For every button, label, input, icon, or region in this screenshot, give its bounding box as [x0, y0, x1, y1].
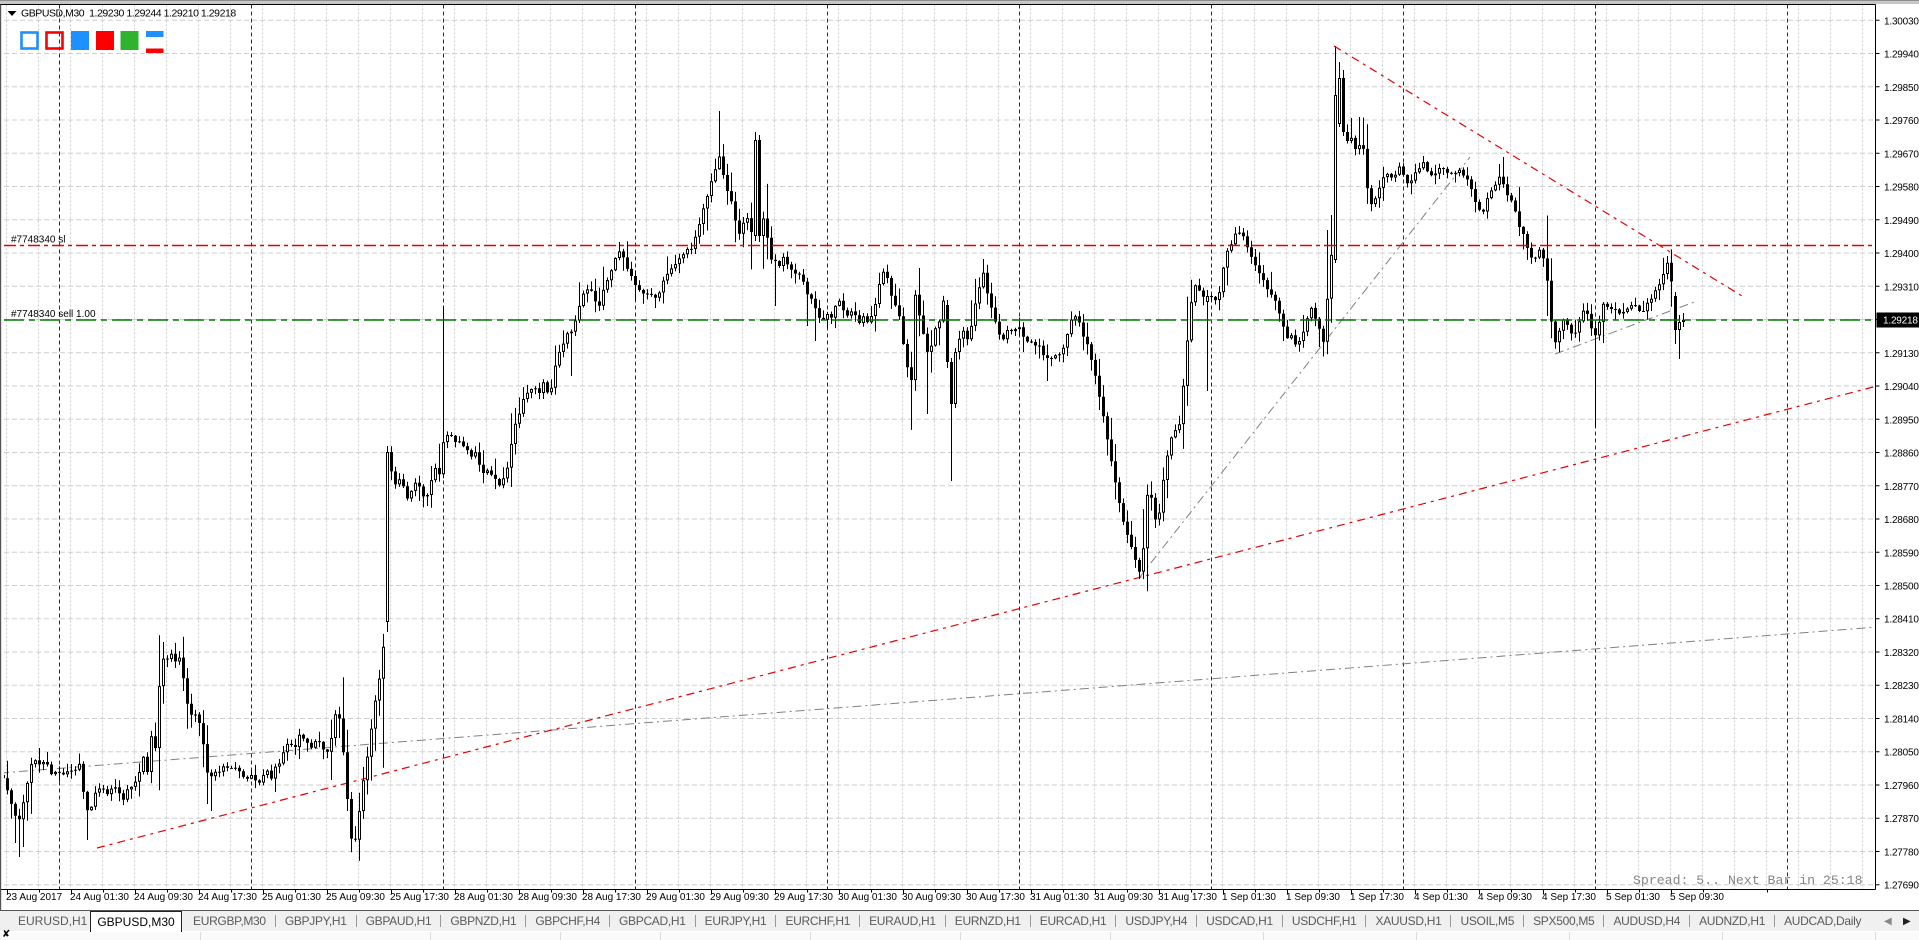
svg-text:1.29310: 1.29310: [1884, 282, 1919, 293]
svg-text:#7748340 sl: #7748340 sl: [11, 235, 66, 246]
svg-text:30 Aug 17:30: 30 Aug 17:30: [966, 892, 1025, 903]
svg-text:1.29940: 1.29940: [1884, 50, 1919, 61]
svg-text:GBPUSD,M30 1.29230 1.29244 1.: GBPUSD,M30 1.29230 1.29244 1.29210 1.292…: [21, 8, 236, 20]
svg-text:1.28680: 1.28680: [1884, 515, 1919, 526]
svg-text:1 Sep 17:30: 1 Sep 17:30: [1350, 892, 1404, 903]
svg-text:31 Aug 09:30: 31 Aug 09:30: [1094, 892, 1153, 903]
svg-text:29 Aug 17:30: 29 Aug 17:30: [774, 892, 833, 903]
svg-text:1.29490: 1.29490: [1884, 216, 1919, 227]
svg-text:1.28950: 1.28950: [1884, 415, 1919, 426]
svg-text:1.28590: 1.28590: [1884, 548, 1919, 559]
svg-text:1.28410: 1.28410: [1884, 615, 1919, 626]
svg-text:25 Aug 01:30: 25 Aug 01:30: [262, 892, 321, 903]
svg-text:1.28500: 1.28500: [1884, 582, 1919, 593]
svg-text:1.27780: 1.27780: [1884, 848, 1919, 859]
svg-text:30 Aug 09:30: 30 Aug 09:30: [902, 892, 961, 903]
svg-text:1.28860: 1.28860: [1884, 449, 1919, 460]
svg-text:1.28140: 1.28140: [1884, 715, 1919, 726]
svg-text:30 Aug 01:30: 30 Aug 01:30: [838, 892, 897, 903]
svg-text:1.28050: 1.28050: [1884, 748, 1919, 759]
svg-text:29 Aug 09:30: 29 Aug 09:30: [710, 892, 769, 903]
svg-text:24 Aug 01:30: 24 Aug 01:30: [70, 892, 129, 903]
svg-text:1.29218: 1.29218: [1883, 316, 1918, 327]
svg-text:1.29400: 1.29400: [1884, 249, 1919, 260]
svg-text:1.27870: 1.27870: [1884, 814, 1919, 825]
svg-text:#7748340 sell 1.00: #7748340 sell 1.00: [11, 309, 96, 320]
svg-text:1.30030: 1.30030: [1884, 16, 1919, 27]
svg-text:28 Aug 17:30: 28 Aug 17:30: [582, 892, 641, 903]
svg-text:28 Aug 01:30: 28 Aug 01:30: [454, 892, 513, 903]
svg-text:1.29670: 1.29670: [1884, 149, 1919, 160]
svg-text:24 Aug 17:30: 24 Aug 17:30: [198, 892, 257, 903]
svg-text:1.29040: 1.29040: [1884, 382, 1919, 393]
svg-text:25 Aug 09:30: 25 Aug 09:30: [326, 892, 385, 903]
svg-text:24 Aug 09:30: 24 Aug 09:30: [134, 892, 193, 903]
svg-text:4 Sep 09:30: 4 Sep 09:30: [1478, 892, 1532, 903]
svg-text:1.27960: 1.27960: [1884, 781, 1919, 792]
svg-text:1.29130: 1.29130: [1884, 349, 1919, 360]
svg-text:28 Aug 09:30: 28 Aug 09:30: [518, 892, 577, 903]
svg-text:5 Sep 09:30: 5 Sep 09:30: [1670, 892, 1724, 903]
svg-text:1 Sep 09:30: 1 Sep 09:30: [1286, 892, 1340, 903]
svg-text:5 Sep 01:30: 5 Sep 01:30: [1606, 892, 1660, 903]
svg-text:1.27690: 1.27690: [1884, 881, 1919, 892]
svg-text:31 Aug 01:30: 31 Aug 01:30: [1030, 892, 1089, 903]
svg-text:1.28230: 1.28230: [1884, 681, 1919, 692]
svg-text:1.28770: 1.28770: [1884, 482, 1919, 493]
svg-text:1.28320: 1.28320: [1884, 648, 1919, 659]
svg-text:1.29850: 1.29850: [1884, 83, 1919, 94]
svg-text:4 Sep 17:30: 4 Sep 17:30: [1542, 892, 1596, 903]
svg-text:1.29580: 1.29580: [1884, 183, 1919, 194]
svg-text:29 Aug 01:30: 29 Aug 01:30: [646, 892, 705, 903]
svg-text:4 Sep 01:30: 4 Sep 01:30: [1414, 892, 1468, 903]
svg-text:23 Aug 2017: 23 Aug 2017: [6, 892, 63, 903]
svg-text:31 Aug 17:30: 31 Aug 17:30: [1158, 892, 1217, 903]
svg-text:25 Aug 17:30: 25 Aug 17:30: [390, 892, 449, 903]
svg-text:1 Sep 01:30: 1 Sep 01:30: [1222, 892, 1276, 903]
svg-text:Spread: 5.. Next Bar in 25:18: Spread: 5.. Next Bar in 25:18: [1633, 873, 1863, 888]
svg-text:1.29760: 1.29760: [1884, 116, 1919, 127]
